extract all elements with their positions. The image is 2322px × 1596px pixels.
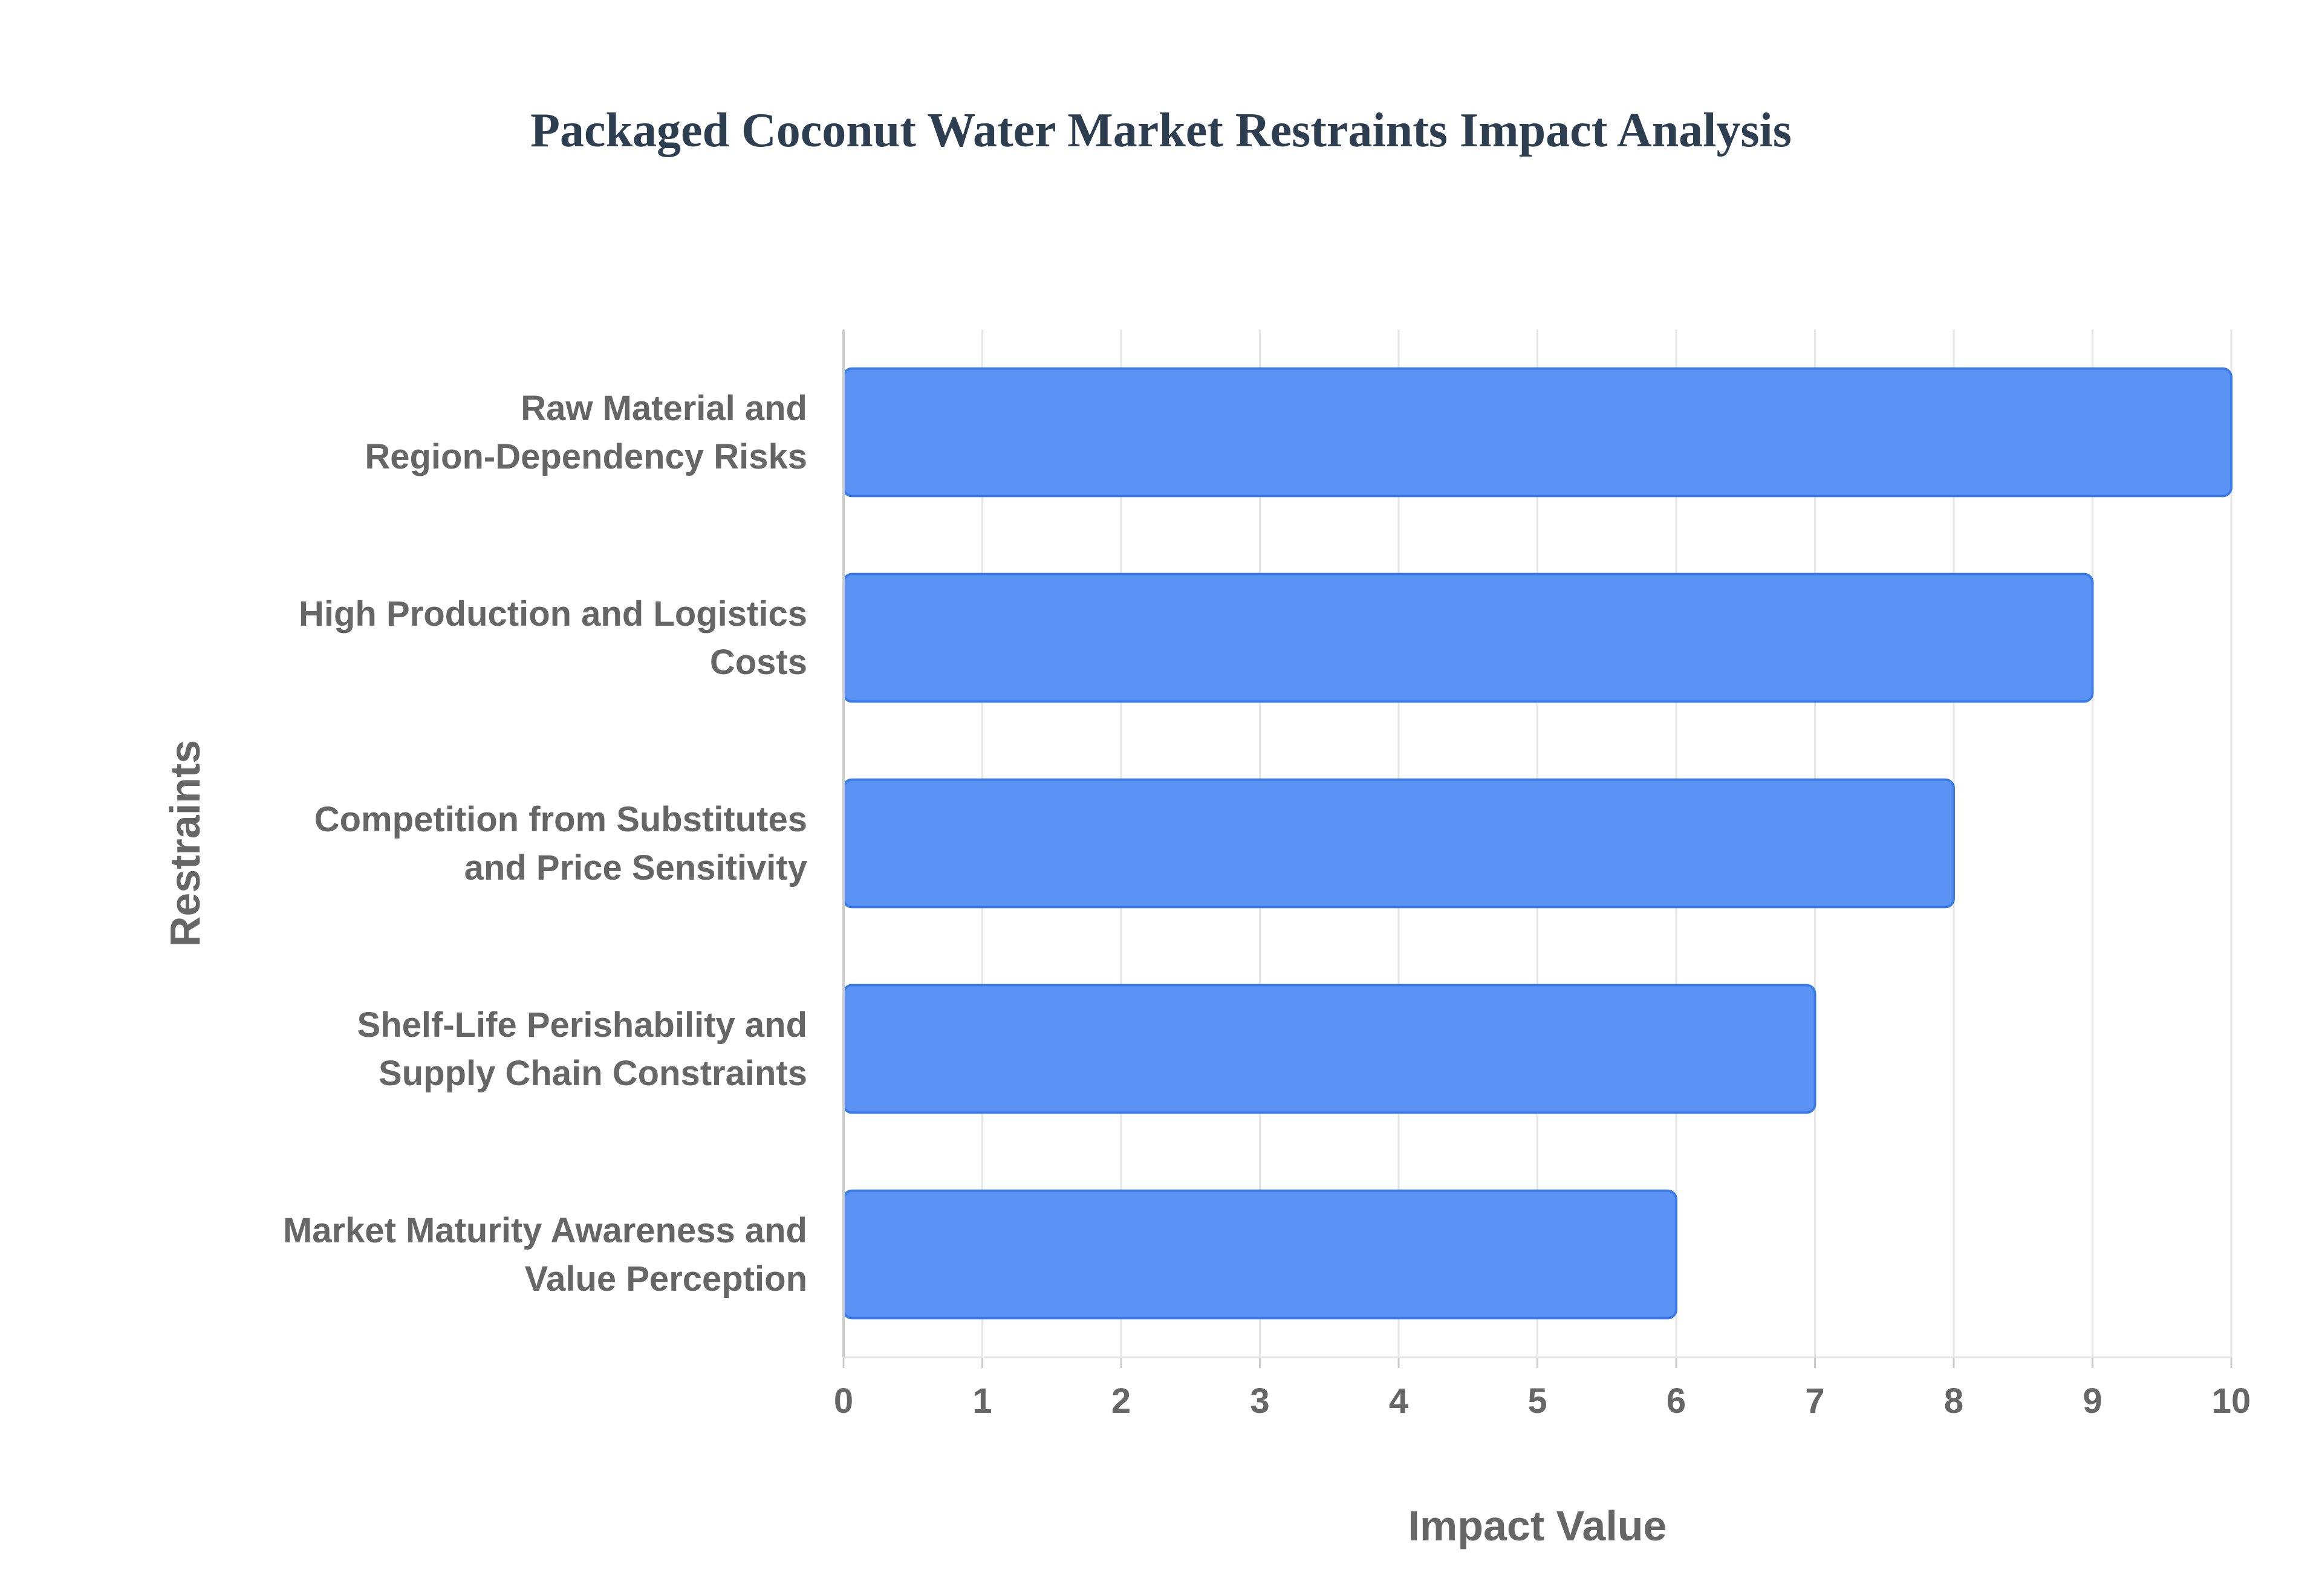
x-tick-label: 8 <box>1944 1381 1963 1421</box>
y-category-label: Market Maturity Awareness and <box>283 1211 807 1250</box>
x-tick-label: 9 <box>2083 1381 2102 1421</box>
y-category-label: Value Perception <box>525 1259 807 1299</box>
labels: 0 1 2 3 4 5 6 7 8 9 10 Raw Material and Region-Depen… <box>283 389 2251 1421</box>
bar <box>842 1189 1677 1320</box>
bar <box>842 778 1955 909</box>
x-tick-label: 0 <box>834 1381 853 1421</box>
y-category-label: Shelf-Life Perishability and <box>357 1005 807 1045</box>
bar <box>842 573 2094 703</box>
bar <box>842 984 1816 1114</box>
x-axis-title: Impact Value <box>1408 1502 1667 1549</box>
y-category-label: Competition from Substitutes <box>314 800 807 839</box>
bars <box>842 367 2233 1320</box>
x-tick-label: 1 <box>972 1381 992 1421</box>
y-category-label: Supply Chain Constraints <box>379 1054 807 1093</box>
x-tick-label: 6 <box>1667 1381 1686 1421</box>
x-tick-label: 7 <box>1805 1381 1824 1421</box>
x-tick-label: 4 <box>1389 1381 1408 1421</box>
x-tick-label: 10 <box>2212 1381 2251 1421</box>
y-axis-title: Restraints <box>161 740 209 947</box>
axes <box>842 329 2233 1368</box>
chart-title: Packaged Coconut Water Market Restraints… <box>530 104 1792 157</box>
y-category-label: and Price Sensitivity <box>464 848 807 887</box>
x-tick-label: 5 <box>1527 1381 1547 1421</box>
x-tick-label: 2 <box>1111 1381 1131 1421</box>
bar <box>842 367 2233 498</box>
y-category-label: High Production and Logistics <box>299 594 807 634</box>
x-tick-label: 3 <box>1250 1381 1269 1421</box>
y-category-label: Region-Dependency Risks <box>365 437 807 476</box>
y-category-label: Raw Material and <box>521 389 807 428</box>
y-category-label: Costs <box>710 643 807 682</box>
